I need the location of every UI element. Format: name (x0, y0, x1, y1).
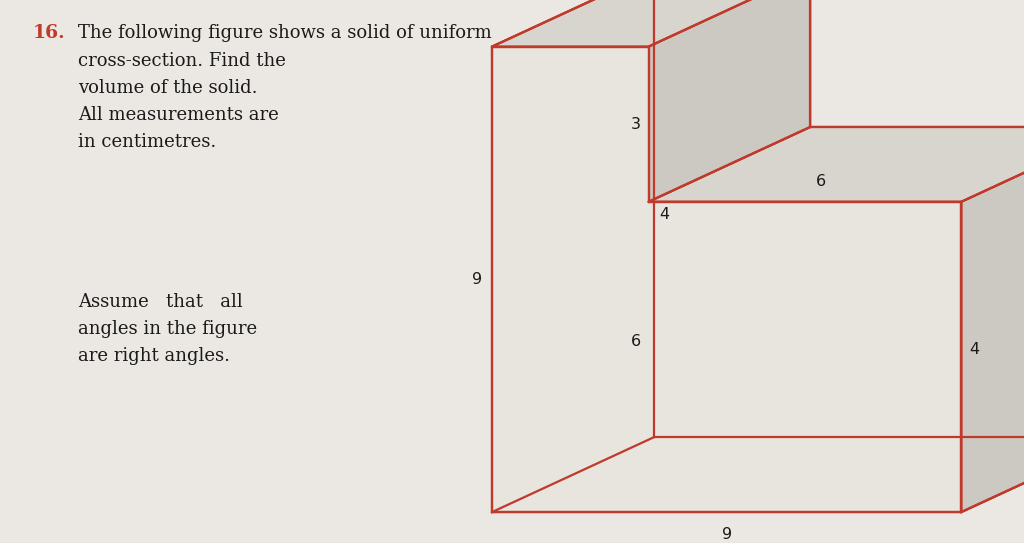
Polygon shape (493, 437, 1024, 512)
Text: 9: 9 (722, 527, 732, 542)
Text: 3: 3 (734, 0, 744, 2)
Polygon shape (493, 0, 810, 47)
Text: 6: 6 (816, 174, 825, 189)
Polygon shape (648, 127, 1024, 201)
Text: 4: 4 (659, 207, 670, 222)
Text: 9: 9 (472, 272, 482, 287)
Text: 3: 3 (631, 117, 641, 131)
Polygon shape (962, 127, 1024, 512)
Text: 4: 4 (970, 342, 979, 357)
Polygon shape (493, 47, 962, 512)
Text: Assume   that   all
angles in the figure
are right angles.: Assume that all angles in the figure are… (78, 293, 257, 365)
Polygon shape (493, 0, 654, 512)
Polygon shape (648, 0, 810, 201)
Text: 4: 4 (550, 0, 560, 2)
Text: 6: 6 (631, 334, 641, 349)
Text: The following figure shows a solid of uniform
cross-section. Find the
volume of : The following figure shows a solid of un… (78, 24, 492, 151)
Text: 16.: 16. (33, 24, 66, 42)
